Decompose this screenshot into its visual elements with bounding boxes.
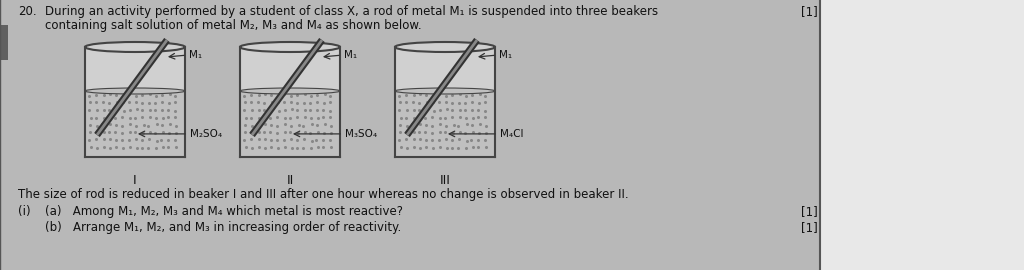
Text: II: II [287, 174, 294, 187]
Bar [85, 91, 185, 157]
Text: M₁: M₁ [189, 50, 202, 60]
Text: During an activity performed by a student of class X, a rod of metal M₁ is suspe: During an activity performed by a studen… [45, 5, 658, 18]
Bar [85, 47, 185, 157]
Text: [1]: [1] [801, 5, 818, 18]
Ellipse shape [395, 42, 495, 52]
Bar [0, 25, 8, 60]
Ellipse shape [395, 88, 495, 94]
Text: [1]: [1] [801, 205, 818, 218]
Text: containing salt solution of metal M₂, M₃ and M₄ as shown below.: containing salt solution of metal M₂, M₃… [45, 19, 422, 32]
Text: III: III [439, 174, 451, 187]
Ellipse shape [85, 88, 185, 94]
Bar [820, 0, 1024, 270]
Bar [240, 91, 340, 157]
Text: M₁: M₁ [344, 50, 357, 60]
Text: 20.: 20. [18, 5, 37, 18]
Text: M₁: M₁ [499, 50, 512, 60]
Bar [395, 47, 495, 157]
Bar [395, 91, 495, 157]
Text: The size of rod is reduced in beaker I and III after one hour whereas no change : The size of rod is reduced in beaker I a… [18, 188, 629, 201]
Text: [1]: [1] [801, 221, 818, 234]
Text: M₂SO₄: M₂SO₄ [190, 129, 222, 139]
Text: M₄Cl: M₄Cl [500, 129, 523, 139]
Text: I: I [133, 174, 137, 187]
Ellipse shape [85, 42, 185, 52]
Text: (i): (i) [18, 205, 31, 218]
Text: (a)   Among M₁, M₂, M₃ and M₄ which metal is most reactive?: (a) Among M₁, M₂, M₃ and M₄ which metal … [45, 205, 403, 218]
Ellipse shape [240, 88, 340, 94]
Text: (b)   Arrange M₁, M₂, and M₃ in increasing order of reactivity.: (b) Arrange M₁, M₂, and M₃ in increasing… [45, 221, 401, 234]
Bar [240, 47, 340, 157]
Text: M₃SO₄: M₃SO₄ [345, 129, 377, 139]
Ellipse shape [240, 42, 340, 52]
